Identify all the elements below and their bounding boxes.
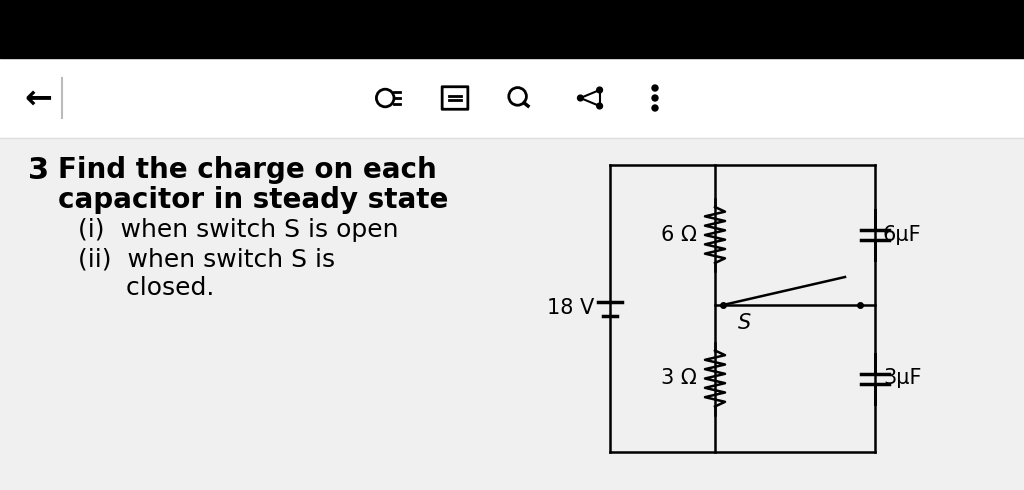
Text: 6μF: 6μF xyxy=(883,225,922,245)
Text: 18 V: 18 V xyxy=(547,298,594,318)
Circle shape xyxy=(652,85,658,91)
Circle shape xyxy=(652,95,658,101)
Text: closed.: closed. xyxy=(78,276,214,300)
Text: (ii)  when switch S is: (ii) when switch S is xyxy=(78,248,335,272)
Circle shape xyxy=(578,95,584,101)
Text: (i)  when switch S is open: (i) when switch S is open xyxy=(78,218,398,242)
Text: S: S xyxy=(738,313,752,333)
Text: 3: 3 xyxy=(28,156,49,185)
Circle shape xyxy=(652,105,658,111)
Text: Find the charge on each: Find the charge on each xyxy=(58,156,437,184)
Circle shape xyxy=(597,87,602,93)
Text: ←: ← xyxy=(24,81,52,115)
Text: 6 Ω: 6 Ω xyxy=(662,225,697,245)
Text: 3μF: 3μF xyxy=(883,368,922,389)
Text: 3 Ω: 3 Ω xyxy=(662,368,697,389)
Circle shape xyxy=(597,103,602,109)
Text: capacitor in steady state: capacitor in steady state xyxy=(58,186,449,214)
